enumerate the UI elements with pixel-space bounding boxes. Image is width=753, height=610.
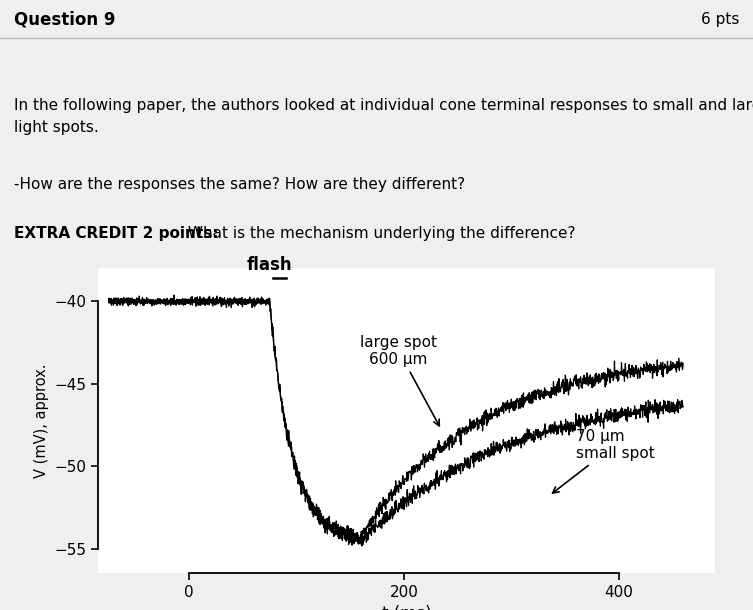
Text: 6 pts: 6 pts bbox=[701, 12, 739, 27]
Text: large spot
600 μm: large spot 600 μm bbox=[360, 335, 439, 426]
Text: flash: flash bbox=[247, 256, 292, 274]
Text: 70 μm
small spot: 70 μm small spot bbox=[553, 429, 654, 493]
Text: EXTRA CREDIT 2 points:: EXTRA CREDIT 2 points: bbox=[14, 226, 218, 241]
Text: Question 9: Question 9 bbox=[14, 11, 115, 29]
Y-axis label: V (mV), approx.: V (mV), approx. bbox=[34, 364, 49, 478]
Text: In the following paper, the authors looked at individual cone terminal responses: In the following paper, the authors look… bbox=[14, 98, 753, 135]
X-axis label: t (ms): t (ms) bbox=[382, 605, 431, 610]
Text: What is the mechanism underlying the difference?: What is the mechanism underlying the dif… bbox=[183, 226, 575, 241]
Text: -How are the responses the same? How are they different?: -How are the responses the same? How are… bbox=[14, 177, 465, 192]
